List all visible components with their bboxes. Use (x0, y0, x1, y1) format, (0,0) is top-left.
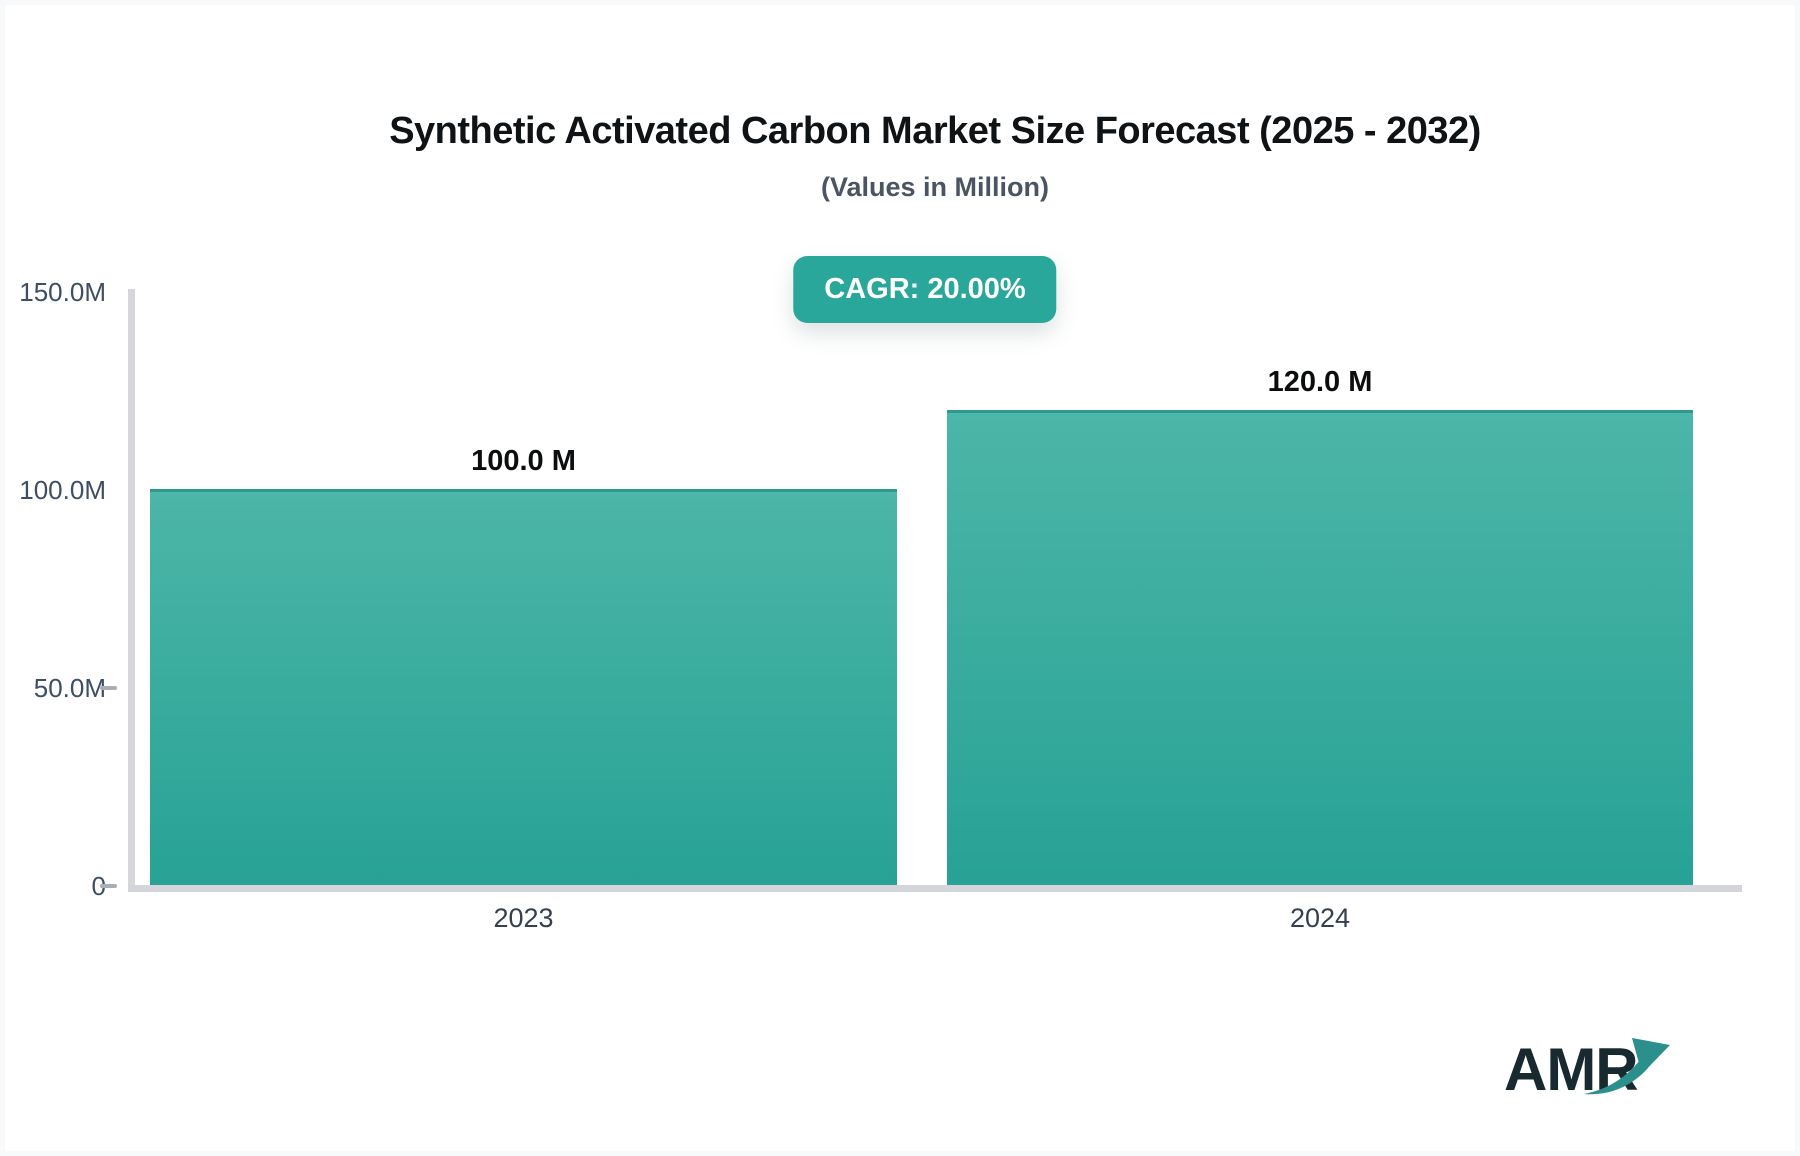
x-axis-line (128, 885, 1742, 892)
x-axis-label-2023: 2023 (493, 903, 554, 933)
bar-value-label: 120.0 M (1267, 365, 1373, 398)
bar-2023 (150, 489, 897, 885)
x-axis-label-2024: 2024 (1289, 903, 1351, 933)
y-tick-label: 100.0M (19, 475, 106, 505)
chart-title: Synthetic Activated Carbon Market Size F… (389, 110, 1481, 152)
amr-logo-arrow-head (1632, 1038, 1670, 1074)
bar-value-label: 100.0 M (471, 445, 576, 477)
chart-subtitle: (Values in Million) (820, 172, 1050, 202)
bar-2024 (947, 409, 1693, 885)
y-axis-line (128, 289, 135, 892)
y-tick-label: 0 (91, 871, 106, 901)
amr-logo: AMR (1504, 1036, 1670, 1103)
amr-logo-text: AMR (1504, 1036, 1638, 1103)
cagr-badge: CAGR: 20.00% (793, 256, 1057, 323)
y-tick-label: 150.0M (19, 277, 106, 307)
y-tick-mark (100, 686, 117, 690)
y-tick-mark (100, 884, 117, 888)
y-tick-label: 50.0M (33, 673, 106, 703)
